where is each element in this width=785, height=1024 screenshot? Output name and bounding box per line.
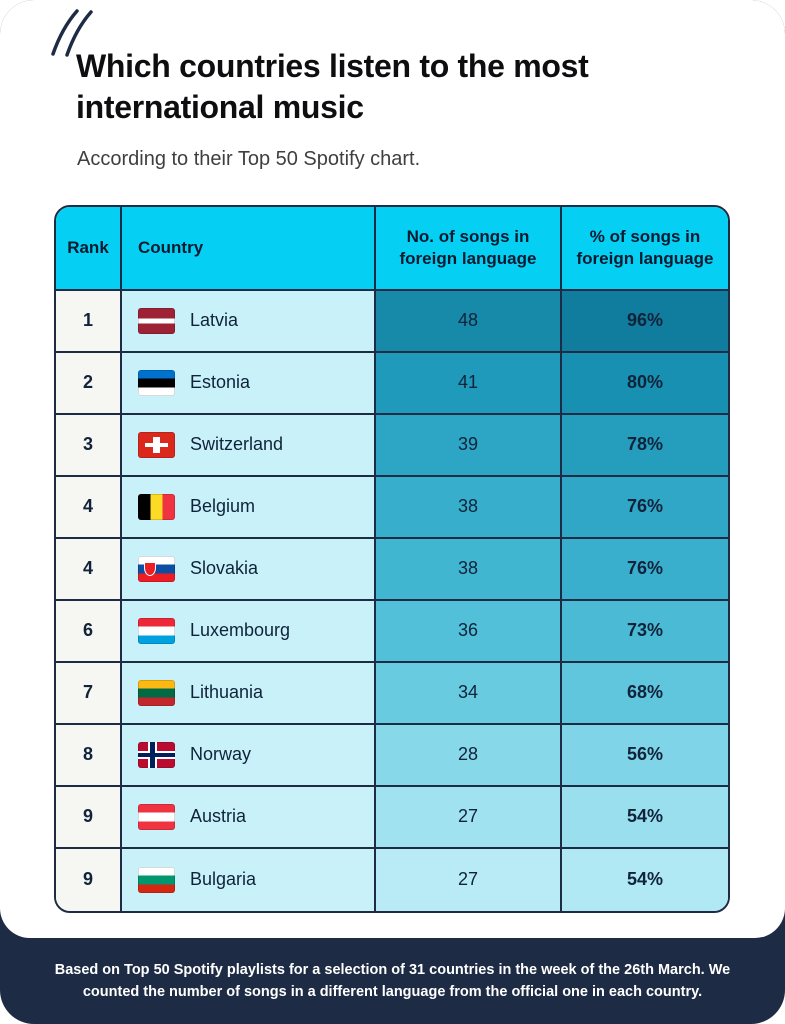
country-cell: Bulgaria <box>122 848 376 911</box>
country-cell: Latvia <box>122 290 376 353</box>
songs-cell: 38 <box>376 538 562 601</box>
country-cell: Luxembourg <box>122 600 376 663</box>
country-name: Austria <box>190 806 247 827</box>
rankings-table: Rank Country No. of songs in foreign lan… <box>54 204 730 913</box>
country-cell: Norway <box>122 724 376 787</box>
pct-cell: 73% <box>562 600 728 663</box>
flag-detail <box>138 753 175 757</box>
country-cell: Lithuania <box>122 662 376 725</box>
country-name: Belgium <box>190 496 256 517</box>
songs-cell: 34 <box>376 662 562 725</box>
footer-note: Based on Top 50 Spotify playlists for a … <box>54 961 731 1000</box>
switzerland-flag-icon <box>138 431 175 458</box>
rank-cell: 2 <box>56 352 122 415</box>
pct-cell: 76% <box>562 476 728 539</box>
luxembourg-flag-icon <box>138 617 175 644</box>
pct-cell: 80% <box>562 352 728 415</box>
pct-cell: 96% <box>562 290 728 353</box>
songs-cell: 41 <box>376 352 562 415</box>
rank-cell: 6 <box>56 600 122 663</box>
estonia-flag-icon <box>138 369 175 396</box>
songs-cell: 38 <box>376 476 562 539</box>
songs-cell: 27 <box>376 786 562 849</box>
country-cell: Switzerland <box>122 414 376 477</box>
pct-cell: 78% <box>562 414 728 477</box>
songs-cell: 39 <box>376 414 562 477</box>
pct-cell: 56% <box>562 724 728 787</box>
bulgaria-flag-icon <box>138 866 175 893</box>
decorative-slashes-icon <box>51 9 93 57</box>
country-name: Switzerland <box>190 434 284 455</box>
country-cell: Austria <box>122 786 376 849</box>
country-name: Estonia <box>190 372 251 393</box>
country-cell: Belgium <box>122 476 376 539</box>
country-name: Bulgaria <box>190 869 257 890</box>
songs-cell: 36 <box>376 600 562 663</box>
country-name: Norway <box>190 744 252 765</box>
header-songs: No. of songs in foreign language <box>376 206 562 291</box>
rank-cell: 4 <box>56 538 122 601</box>
header-country: Country <box>122 206 376 291</box>
pct-cell: 54% <box>562 786 728 849</box>
header-rank: Rank <box>56 206 122 291</box>
country-name: Slovakia <box>190 558 259 579</box>
country-name: Lithuania <box>190 682 264 703</box>
rank-cell: 9 <box>56 786 122 849</box>
country-name: Luxembourg <box>190 620 291 641</box>
rank-cell: 7 <box>56 662 122 725</box>
rank-cell: 3 <box>56 414 122 477</box>
flag-detail <box>153 437 160 453</box>
country-cell: Slovakia <box>122 538 376 601</box>
belgium-flag-icon <box>138 493 175 520</box>
pct-cell: 68% <box>562 662 728 725</box>
lithuania-flag-icon <box>138 679 175 706</box>
pct-cell: 76% <box>562 538 728 601</box>
songs-cell: 48 <box>376 290 562 353</box>
norway-flag-icon <box>138 741 175 768</box>
rank-cell: 8 <box>56 724 122 787</box>
songs-cell: 28 <box>376 724 562 787</box>
slovakia-emblem <box>143 562 157 576</box>
rank-cell: 1 <box>56 290 122 353</box>
austria-flag-icon <box>138 803 175 830</box>
footer-band: Based on Top 50 Spotify playlists for a … <box>0 938 785 1024</box>
songs-cell: 27 <box>376 848 562 911</box>
header-pct: % of songs in foreign language <box>562 206 728 291</box>
page-title: Which countries listen to the most inter… <box>76 48 589 125</box>
rank-cell: 9 <box>56 848 122 911</box>
rank-cell: 4 <box>56 476 122 539</box>
slovakia-flag-icon <box>138 555 175 582</box>
latvia-flag-icon <box>138 307 175 334</box>
content-card: Which countries listen to the most inter… <box>0 0 785 938</box>
country-cell: Estonia <box>122 352 376 415</box>
page-subtitle: According to their Top 50 Spotify chart. <box>77 147 421 170</box>
country-name: Latvia <box>190 310 239 331</box>
pct-cell: 54% <box>562 848 728 911</box>
